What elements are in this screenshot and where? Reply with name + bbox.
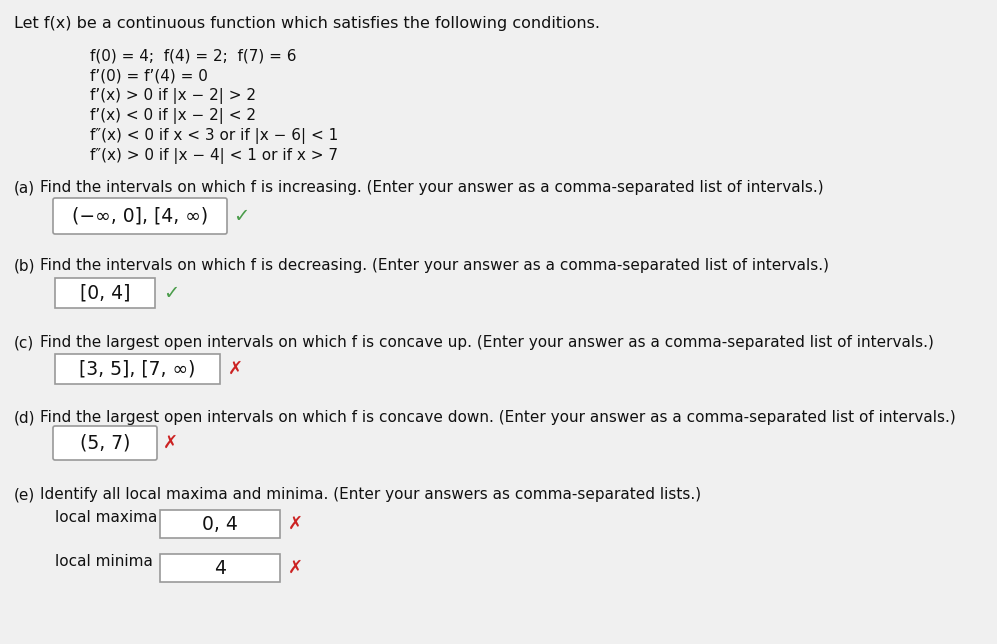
Text: (c): (c)	[14, 335, 34, 350]
Text: Find the intervals on which f is decreasing. (Enter your answer as a comma-separ: Find the intervals on which f is decreas…	[40, 258, 829, 273]
Text: ✗: ✗	[288, 559, 303, 577]
Text: f’(x) < 0 if |x − 2| < 2: f’(x) < 0 if |x − 2| < 2	[90, 108, 256, 124]
Text: (a): (a)	[14, 180, 35, 195]
Text: local maxima: local maxima	[55, 511, 158, 526]
Text: (−∞, 0], [4, ∞): (−∞, 0], [4, ∞)	[72, 207, 208, 225]
Text: f’(0) = f’(4) = 0: f’(0) = f’(4) = 0	[90, 68, 208, 83]
FancyBboxPatch shape	[55, 278, 155, 308]
Text: 4: 4	[214, 558, 226, 578]
FancyBboxPatch shape	[53, 426, 157, 460]
Text: ✗: ✗	[163, 434, 178, 452]
Text: Find the intervals on which f is increasing. (Enter your answer as a comma-separ: Find the intervals on which f is increas…	[40, 180, 824, 195]
Text: (e): (e)	[14, 487, 35, 502]
Text: ✓: ✓	[233, 207, 249, 225]
Text: Let f(x) be a continuous function which satisfies the following conditions.: Let f(x) be a continuous function which …	[14, 16, 600, 31]
Text: Find the largest open intervals on which f is concave up. (Enter your answer as : Find the largest open intervals on which…	[40, 335, 934, 350]
Text: (5, 7): (5, 7)	[80, 433, 131, 453]
Text: f(0) = 4;  f(4) = 2;  f(7) = 6: f(0) = 4; f(4) = 2; f(7) = 6	[90, 48, 296, 63]
FancyBboxPatch shape	[160, 554, 280, 582]
Text: [3, 5], [7, ∞): [3, 5], [7, ∞)	[80, 359, 195, 379]
Text: local minima: local minima	[55, 554, 153, 569]
Text: f″(x) < 0 if x < 3 or if |x − 6| < 1: f″(x) < 0 if x < 3 or if |x − 6| < 1	[90, 128, 338, 144]
Text: ✗: ✗	[228, 360, 243, 378]
Text: ✓: ✓	[163, 283, 179, 303]
Text: (b): (b)	[14, 258, 36, 273]
Text: f″(x) > 0 if |x − 4| < 1 or if x > 7: f″(x) > 0 if |x − 4| < 1 or if x > 7	[90, 148, 338, 164]
FancyBboxPatch shape	[53, 198, 227, 234]
FancyBboxPatch shape	[160, 510, 280, 538]
Text: Identify all local maxima and minima. (Enter your answers as comma-separated lis: Identify all local maxima and minima. (E…	[40, 487, 701, 502]
Text: Find the largest open intervals on which f is concave down. (Enter your answer a: Find the largest open intervals on which…	[40, 410, 956, 425]
Text: [0, 4]: [0, 4]	[80, 283, 131, 303]
Text: ✗: ✗	[288, 515, 303, 533]
FancyBboxPatch shape	[55, 354, 220, 384]
Text: 0, 4: 0, 4	[202, 515, 238, 533]
Text: f’(x) > 0 if |x − 2| > 2: f’(x) > 0 if |x − 2| > 2	[90, 88, 256, 104]
Text: (d): (d)	[14, 410, 36, 425]
